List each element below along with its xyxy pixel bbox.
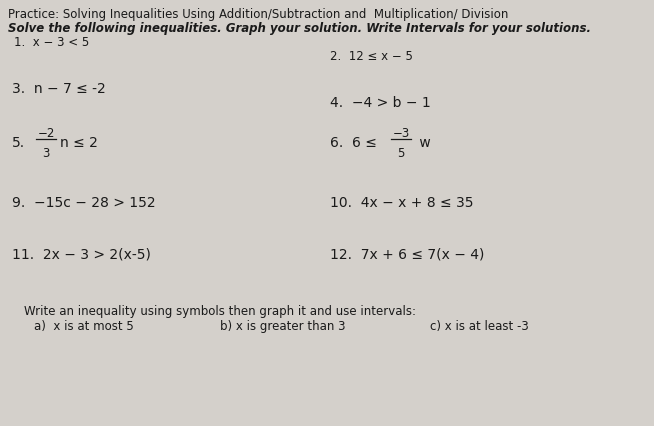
Text: 5: 5 [397,147,404,160]
Text: b) x is greater than 3: b) x is greater than 3 [220,319,345,332]
Text: 1.  x − 3 < 5: 1. x − 3 < 5 [14,36,89,49]
Text: Practice: Solving Inequalities Using Addition/Subtraction and  Multiplication/ D: Practice: Solving Inequalities Using Add… [8,8,508,21]
Text: w: w [415,136,431,150]
Text: −2: −2 [38,127,56,140]
Text: 12.  7x + 6 ≤ 7(x − 4): 12. 7x + 6 ≤ 7(x − 4) [330,248,485,262]
Text: n ≤ 2: n ≤ 2 [60,136,98,150]
Text: Write an inequality using symbols then graph it and use intervals:: Write an inequality using symbols then g… [24,304,416,317]
Text: 3: 3 [42,147,49,160]
Text: c) x is at least -3: c) x is at least -3 [430,319,528,332]
Text: 5.: 5. [12,136,25,150]
Text: 10.  4x − x + 8 ≤ 35: 10. 4x − x + 8 ≤ 35 [330,196,473,210]
Text: 3.  n − 7 ≤ -2: 3. n − 7 ≤ -2 [12,82,106,96]
Text: 2.  12 ≤ x − 5: 2. 12 ≤ x − 5 [330,50,413,63]
Text: Solve the following inequalities. Graph your solution. Write Intervals for your : Solve the following inequalities. Graph … [8,22,591,35]
Text: 4.  −4 > b − 1: 4. −4 > b − 1 [330,96,431,110]
Text: 9.  −15c − 28 > 152: 9. −15c − 28 > 152 [12,196,156,210]
Text: 6.  6 ≤: 6. 6 ≤ [330,136,377,150]
Text: 11.  2x − 3 > 2(x-5): 11. 2x − 3 > 2(x-5) [12,248,151,262]
Text: a)  x is at most 5: a) x is at most 5 [34,319,134,332]
Text: −3: −3 [393,127,410,140]
